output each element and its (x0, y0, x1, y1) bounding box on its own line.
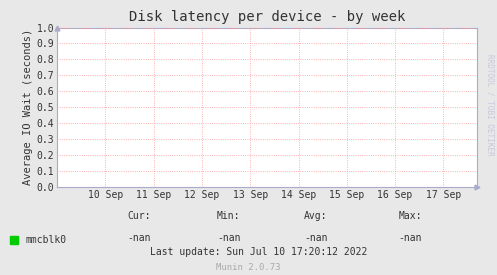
Text: Munin 2.0.73: Munin 2.0.73 (216, 263, 281, 272)
Text: Max:: Max: (398, 211, 422, 221)
Text: Cur:: Cur: (127, 211, 151, 221)
Text: -nan: -nan (217, 233, 241, 243)
Text: Min:: Min: (217, 211, 241, 221)
Text: -nan: -nan (304, 233, 328, 243)
Title: Disk latency per device - by week: Disk latency per device - by week (129, 10, 406, 24)
Text: -nan: -nan (398, 233, 422, 243)
Y-axis label: Average IO Wait (seconds): Average IO Wait (seconds) (22, 29, 33, 185)
Text: -nan: -nan (127, 233, 151, 243)
Legend: mmcblk0: mmcblk0 (10, 235, 67, 245)
Text: Avg:: Avg: (304, 211, 328, 221)
Text: RRDTOOL / TOBI OETIKER: RRDTOOL / TOBI OETIKER (485, 54, 494, 155)
Text: Last update: Sun Jul 10 17:20:12 2022: Last update: Sun Jul 10 17:20:12 2022 (150, 247, 367, 257)
